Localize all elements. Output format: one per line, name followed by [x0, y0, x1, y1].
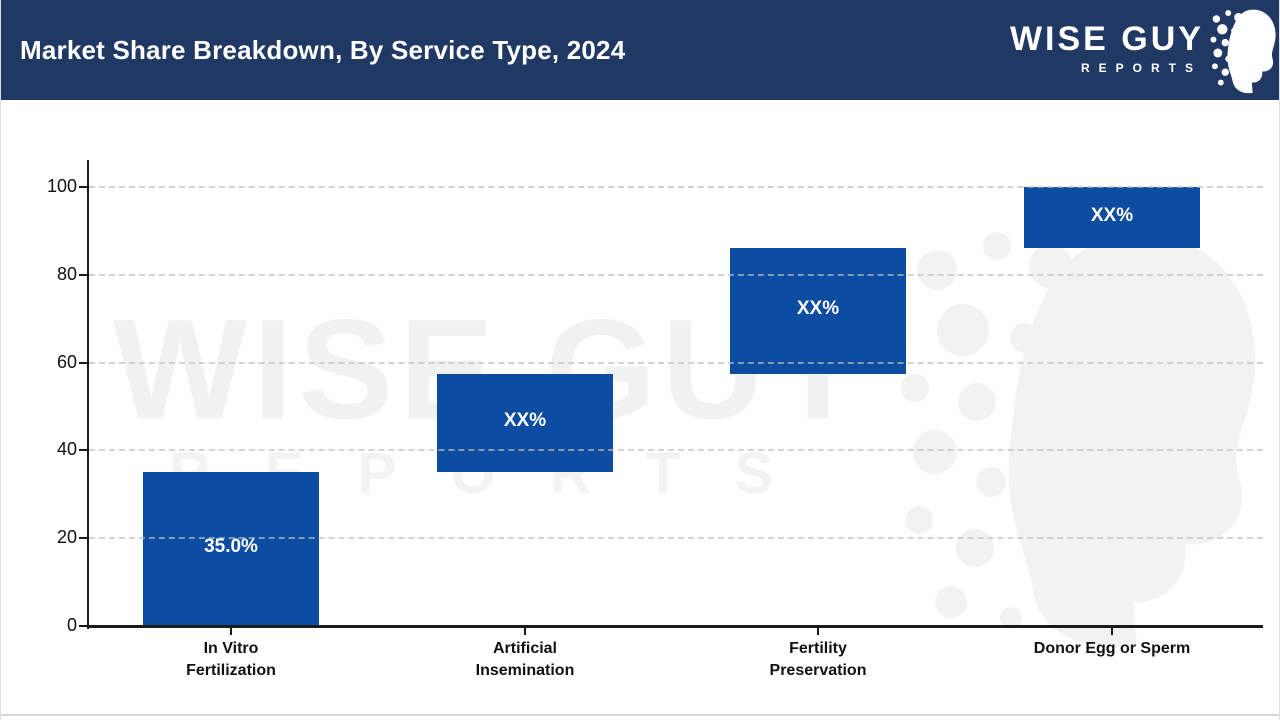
bar-value-label: XX% [503, 409, 547, 431]
gridline [89, 449, 1263, 452]
y-axis-tick [79, 537, 87, 540]
y-axis-tick [79, 186, 87, 188]
bar-1 [143, 472, 319, 626]
y-axis-line [87, 160, 89, 629]
bar-value-label: XX% [1090, 204, 1134, 226]
y-axis-tick [79, 361, 87, 364]
x-category-label: Donor Egg or Sperm [1033, 640, 1191, 657]
y-axis-tick-label: 80 [56, 263, 77, 284]
bar-value-label: XX% [796, 298, 840, 320]
page-title: Market Share Breakdown, By Service Type,… [20, 34, 626, 65]
bar-4 [1024, 187, 1200, 249]
watermark-head-icon [901, 232, 1256, 648]
brand-logo: WISE GUY REPORTS [1009, 20, 1204, 75]
bar-3 [730, 248, 906, 374]
y-axis-tick [79, 449, 87, 452]
y-axis-tick-label: 60 [56, 351, 77, 372]
x-category-label: Fertility Preservation [769, 640, 867, 679]
gridline [89, 186, 1263, 188]
x-axis-line [87, 625, 1263, 628]
y-axis-tick-label: 0 [66, 615, 77, 635]
gridline [89, 273, 1263, 276]
brand-head-icon [1210, 9, 1276, 94]
brand-subtitle: REPORTS [1080, 60, 1202, 75]
x-axis-tick [1111, 628, 1113, 635]
x-axis-tick [230, 628, 232, 635]
bar-value-label: 35.0% [204, 536, 258, 558]
gridline [89, 361, 1263, 364]
footer-hairline [1, 714, 1279, 716]
y-axis-tick [79, 273, 87, 276]
y-axis-tick-label: 100 [46, 176, 77, 196]
y-axis-tick [79, 625, 87, 627]
brand-name: WISE GUY [1009, 20, 1204, 58]
x-category-label: In Vitro Fertilization [186, 640, 276, 679]
x-category-label: Artificial Insemination [475, 640, 575, 679]
bar-2 [437, 373, 613, 473]
header-band: Market Share Breakdown, By Service Type,… [1, 0, 1279, 100]
y-axis-tick-label: 40 [56, 439, 77, 460]
gridline [89, 537, 1263, 540]
x-axis-tick [817, 628, 819, 635]
x-axis-tick [524, 628, 526, 635]
y-axis-tick-label: 20 [56, 527, 77, 548]
